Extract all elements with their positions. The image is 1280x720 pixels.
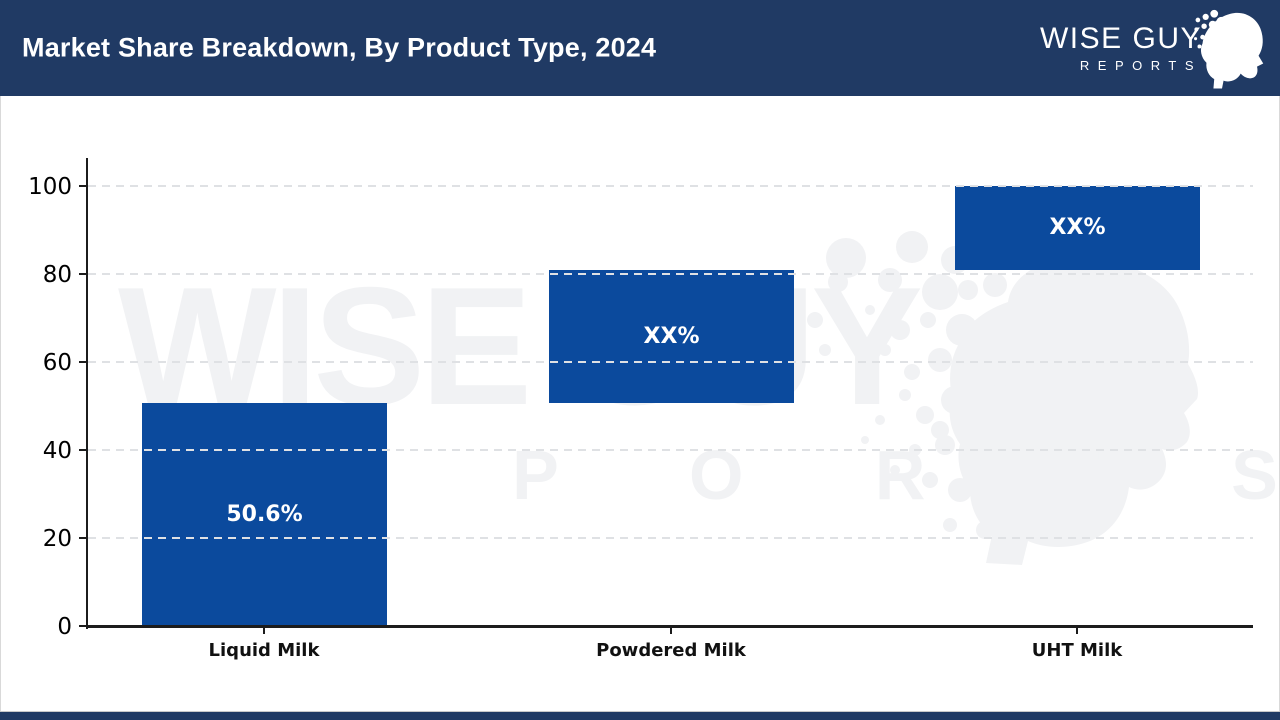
y-axis bbox=[86, 158, 88, 629]
y-tick-40 bbox=[79, 449, 86, 451]
y-tick-label-40: 40 bbox=[42, 438, 72, 464]
y-tick-label-20: 20 bbox=[42, 526, 72, 552]
chart-title: Market Share Breakdown, By Product Type,… bbox=[22, 32, 657, 63]
y-tick-label-60: 60 bbox=[42, 350, 72, 376]
bar-value-label-powdered-milk: XX% bbox=[643, 323, 700, 349]
y-tick-100 bbox=[79, 185, 86, 187]
gridline-100 bbox=[88, 185, 1253, 187]
header-bar: Market Share Breakdown, By Product Type,… bbox=[0, 0, 1280, 96]
bar-value-label-uht-milk: XX% bbox=[1049, 215, 1106, 241]
x-tick-liquid-milk bbox=[263, 628, 265, 634]
y-tick-80 bbox=[79, 273, 86, 275]
gridline-40 bbox=[88, 449, 1253, 451]
wiseguy-logo-text: WISE GUY REPORTS bbox=[1040, 23, 1202, 73]
wiseguy-logo-line2: REPORTS bbox=[1079, 57, 1202, 73]
y-tick-60 bbox=[79, 361, 86, 363]
y-tick-20 bbox=[79, 537, 86, 539]
x-axis bbox=[86, 625, 1253, 628]
y-tick-0 bbox=[79, 625, 86, 627]
gridline-20 bbox=[88, 537, 1253, 539]
gridline-60 bbox=[88, 361, 1253, 363]
bar-uht-milk: XX% bbox=[955, 186, 1200, 270]
x-tick-powdered-milk bbox=[670, 628, 672, 634]
bar-powdered-milk: XX% bbox=[549, 269, 794, 404]
wiseguy-logo: WISE GUY REPORTS bbox=[1040, 5, 1268, 91]
x-category-label-powdered-milk: Powdered Milk bbox=[596, 640, 746, 661]
x-category-label-uht-milk: UHT Milk bbox=[1031, 640, 1123, 661]
bar-liquid-milk: 50.6% bbox=[142, 403, 387, 626]
y-tick-label-80: 80 bbox=[42, 262, 72, 288]
y-tick-label-100: 100 bbox=[28, 174, 72, 200]
x-tick-uht-milk bbox=[1076, 628, 1078, 634]
footer-bar bbox=[0, 711, 1280, 720]
y-tick-label-0: 0 bbox=[57, 614, 72, 640]
gridline-80 bbox=[88, 273, 1253, 275]
bar-value-label-liquid-milk: 50.6% bbox=[226, 502, 303, 528]
x-category-label-liquid-milk: Liquid Milk bbox=[208, 640, 320, 661]
wiseguy-head-icon bbox=[1194, 9, 1264, 89]
wiseguy-logo-line1: WISE GUY bbox=[1039, 22, 1202, 56]
